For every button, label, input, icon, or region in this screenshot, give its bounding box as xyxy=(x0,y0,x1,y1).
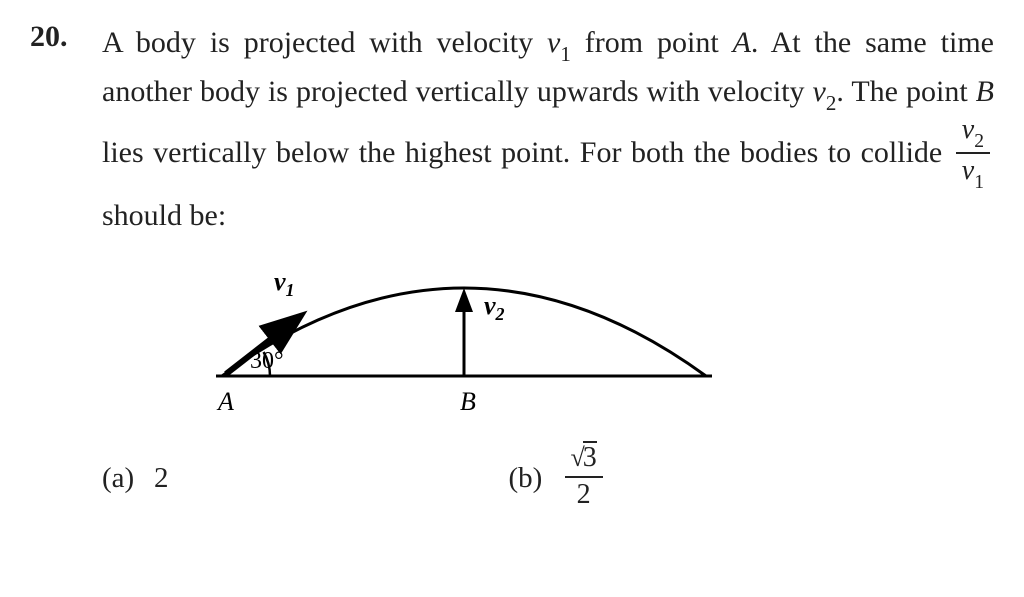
option-b-label: (b) xyxy=(509,462,545,495)
text-part: lies vertically below the highest point.… xyxy=(102,136,952,169)
svg-text:v1: v1 xyxy=(274,267,295,300)
question-text: A body is projected with velocity v1 fro… xyxy=(102,20,994,238)
fraction-numerator: v2 xyxy=(956,115,990,154)
num-v: v xyxy=(962,114,974,145)
text-part: from point xyxy=(571,26,733,59)
fraction-denominator: v1 xyxy=(956,154,990,191)
svg-text:A: A xyxy=(216,387,234,416)
variable-v2: v xyxy=(813,75,826,108)
option-a: (a) 2 xyxy=(102,443,169,513)
text-part: A body is projected with velocity xyxy=(102,26,547,59)
projectile-diagram: A B 30° v1 v2 xyxy=(202,258,994,423)
fraction-v2-v1: v2 v1 xyxy=(956,115,990,191)
point-A: A xyxy=(733,26,751,59)
options-row: (a) 2 (b) √3 2 xyxy=(102,443,994,513)
option-b: (b) √3 2 xyxy=(509,443,607,513)
svg-text:B: B xyxy=(460,387,476,416)
den-sub: 1 xyxy=(974,172,984,193)
variable-v1: v xyxy=(547,26,560,59)
point-B: B xyxy=(976,75,994,108)
subscript-1: 1 xyxy=(560,42,571,66)
svg-text:v2: v2 xyxy=(484,291,505,324)
num-sub: 2 xyxy=(974,131,984,152)
question-number: 20. xyxy=(30,20,78,513)
text-part: . The point xyxy=(836,75,975,108)
text-part: should be: xyxy=(102,199,226,232)
option-a-value: 2 xyxy=(154,462,169,495)
option-a-label: (a) xyxy=(102,462,138,495)
option-b-denominator: 2 xyxy=(565,478,603,511)
subscript-2: 2 xyxy=(826,91,837,115)
den-v: v xyxy=(962,155,974,186)
sqrt-content: 3 xyxy=(583,441,597,474)
diagram-svg: A B 30° v1 v2 xyxy=(202,258,722,418)
question-container: 20. A body is projected with velocity v1… xyxy=(30,20,994,513)
option-b-numerator: √3 xyxy=(565,441,603,478)
svg-text:30°: 30° xyxy=(250,348,284,374)
option-b-fraction: √3 2 xyxy=(565,441,603,511)
question-body: A body is projected with velocity v1 fro… xyxy=(102,20,994,513)
